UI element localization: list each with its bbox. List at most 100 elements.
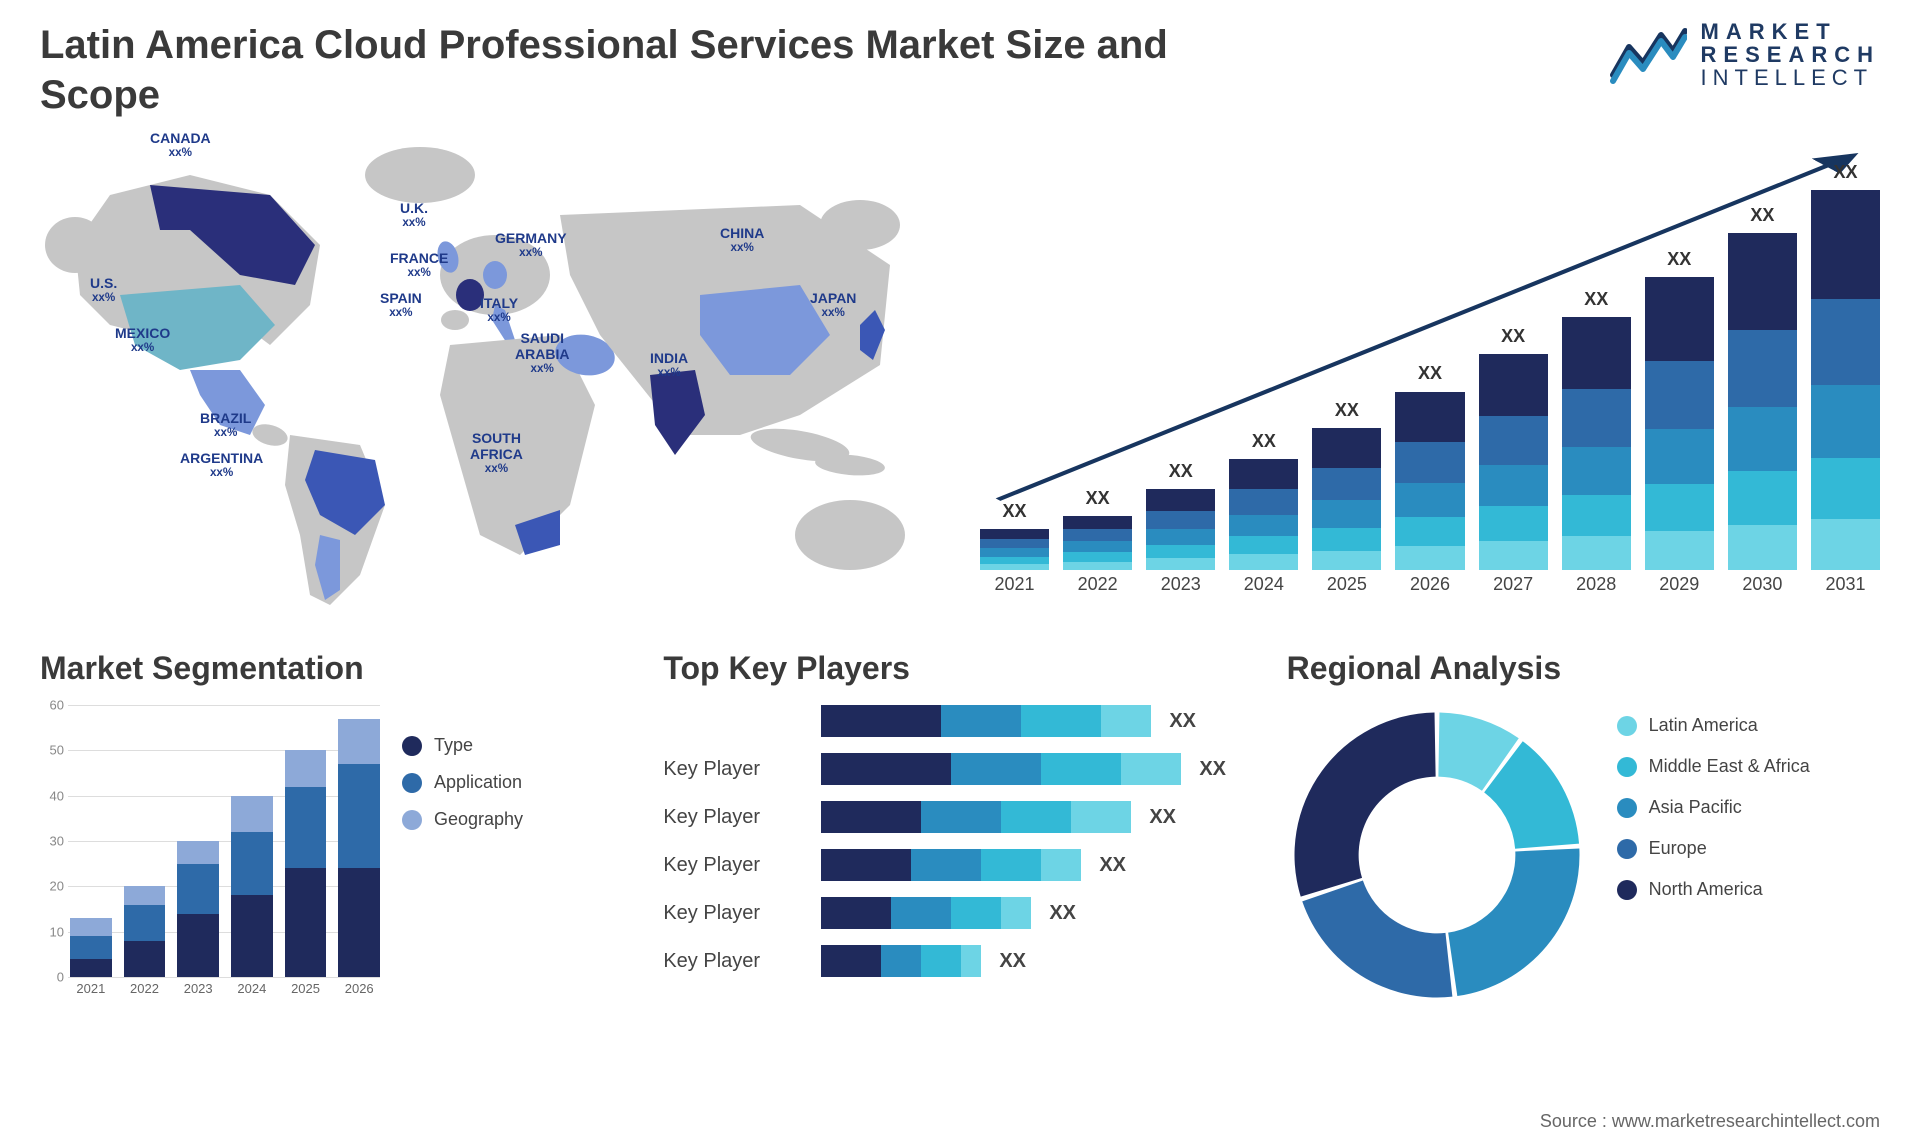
- key-player-bar-segment: [961, 945, 981, 977]
- forecast-bar-segment: [1146, 511, 1215, 529]
- key-player-bar-segment: [1071, 801, 1131, 833]
- seg-x-label: 2024: [231, 981, 273, 1005]
- forecast-bar-label: XX: [1312, 400, 1381, 421]
- forecast-bar-label: XX: [1395, 363, 1464, 384]
- forecast-bar-segment: [1728, 407, 1797, 471]
- seg-x-label: 2021: [70, 981, 112, 1005]
- forecast-chart: XXXXXXXXXXXXXXXXXXXXXX 20212022202320242…: [980, 130, 1880, 610]
- key-player-bar-segment: [1101, 705, 1151, 737]
- seg-y-label: 30: [40, 834, 64, 849]
- legend-swatch: [402, 810, 422, 830]
- forecast-bar-segment: [1229, 459, 1298, 489]
- forecast-bar-label: XX: [1728, 205, 1797, 226]
- page-title: Latin America Cloud Professional Service…: [40, 20, 1240, 120]
- key-player-bar: [821, 897, 1031, 929]
- key-player-bar-segment: [1041, 753, 1121, 785]
- world-map: CANADAxx%U.S.xx%MEXICOxx%BRAZILxx%ARGENT…: [40, 130, 940, 610]
- regional-legend-item: Middle East & Africa: [1617, 756, 1810, 777]
- brand-logo: MARKET RESEARCH INTELLECT: [1609, 20, 1880, 89]
- segmentation-panel: Market Segmentation 0102030405060 202120…: [40, 650, 633, 1005]
- forecast-bar-segment: [1811, 385, 1880, 457]
- forecast-bar-segment: [1728, 330, 1797, 407]
- forecast-x-label: 2027: [1479, 574, 1548, 610]
- map-label: SOUTHAFRICAxx%: [470, 430, 523, 476]
- forecast-bar-segment: [1728, 233, 1797, 330]
- key-player-bar-segment: [821, 801, 921, 833]
- legend-label: Middle East & Africa: [1649, 756, 1810, 777]
- key-players-panel: Top Key Players XXKey PlayerXXKey Player…: [663, 650, 1256, 1005]
- forecast-bar-segment: [1395, 546, 1464, 570]
- regional-legend-item: North America: [1617, 879, 1810, 900]
- key-player-bar-segment: [1001, 897, 1031, 929]
- forecast-bar: XX: [1395, 391, 1464, 570]
- segmentation-bar-segment: [338, 719, 380, 764]
- map-label: BRAZILxx%: [200, 410, 251, 440]
- forecast-bar: XX: [1063, 516, 1132, 570]
- segmentation-bar-segment: [231, 796, 273, 832]
- key-player-bar-segment: [821, 849, 911, 881]
- donut-slice: [1448, 849, 1579, 997]
- key-player-label: Key Player: [663, 854, 803, 877]
- segmentation-bar-segment: [338, 868, 380, 977]
- map-label: GERMANYxx%: [495, 230, 567, 260]
- segmentation-bar: [338, 719, 380, 977]
- forecast-x-label: 2021: [980, 574, 1049, 610]
- forecast-bar-segment: [1479, 541, 1548, 570]
- map-label: JAPANxx%: [810, 290, 856, 320]
- key-player-bar: [821, 801, 1131, 833]
- forecast-bar-segment: [1479, 416, 1548, 465]
- key-player-bar-segment: [941, 705, 1021, 737]
- segmentation-bar-segment: [124, 941, 166, 977]
- key-player-row: Key PlayerXX: [663, 753, 1256, 785]
- forecast-bar: XX: [1645, 277, 1714, 570]
- key-player-bar: [821, 849, 1081, 881]
- forecast-bar: XX: [1811, 190, 1880, 570]
- forecast-bar-segment: [1811, 190, 1880, 299]
- source-text: Source : www.marketresearchintellect.com: [1540, 1111, 1880, 1132]
- map-label: INDIAxx%: [650, 350, 688, 380]
- seg-y-label: 60: [40, 698, 64, 713]
- logo-icon: [1609, 25, 1687, 85]
- segmentation-bar-segment: [70, 936, 112, 959]
- forecast-bar-segment: [980, 529, 1049, 539]
- key-player-bar: [821, 705, 1151, 737]
- segmentation-bar: [124, 886, 166, 977]
- forecast-bar-segment: [1229, 536, 1298, 554]
- forecast-bar-label: XX: [980, 501, 1049, 522]
- forecast-bar-segment: [1146, 489, 1215, 511]
- forecast-bar-segment: [1146, 545, 1215, 558]
- seg-y-label: 20: [40, 879, 64, 894]
- segmentation-title: Market Segmentation: [40, 650, 633, 687]
- segmentation-bar-segment: [124, 905, 166, 941]
- map-label: ARGENTINAxx%: [180, 450, 263, 480]
- key-player-bar-segment: [1021, 705, 1101, 737]
- map-label: CANADAxx%: [150, 130, 211, 160]
- forecast-bar-segment: [1728, 525, 1797, 570]
- regional-legend-item: Asia Pacific: [1617, 797, 1810, 818]
- key-player-row: Key PlayerXX: [663, 945, 1256, 977]
- segmentation-legend-item: Geography: [402, 809, 523, 830]
- key-player-bar-segment: [821, 753, 951, 785]
- key-player-value: XX: [999, 950, 1026, 973]
- forecast-bar-segment: [1562, 317, 1631, 389]
- forecast-bar-segment: [1146, 558, 1215, 570]
- map-label: MEXICOxx%: [115, 325, 170, 355]
- forecast-bar-segment: [1728, 471, 1797, 525]
- forecast-bar: XX: [1146, 489, 1215, 570]
- segmentation-bar-segment: [177, 864, 219, 914]
- segmentation-legend-item: Type: [402, 735, 523, 756]
- legend-swatch: [1617, 880, 1637, 900]
- segmentation-legend-item: Application: [402, 772, 523, 793]
- forecast-bar-segment: [1645, 484, 1714, 531]
- forecast-bar: XX: [1312, 428, 1381, 570]
- key-player-bar: [821, 753, 1181, 785]
- logo-text-2: RESEARCH: [1701, 43, 1880, 66]
- forecast-bar-segment: [1063, 562, 1132, 570]
- forecast-bar-segment: [1063, 541, 1132, 552]
- forecast-bar-label: XX: [1229, 431, 1298, 452]
- key-player-value: XX: [1099, 854, 1126, 877]
- segmentation-bar-segment: [124, 886, 166, 904]
- forecast-bar-segment: [1562, 536, 1631, 570]
- segmentation-bar-segment: [231, 895, 273, 977]
- key-player-bar-segment: [921, 945, 961, 977]
